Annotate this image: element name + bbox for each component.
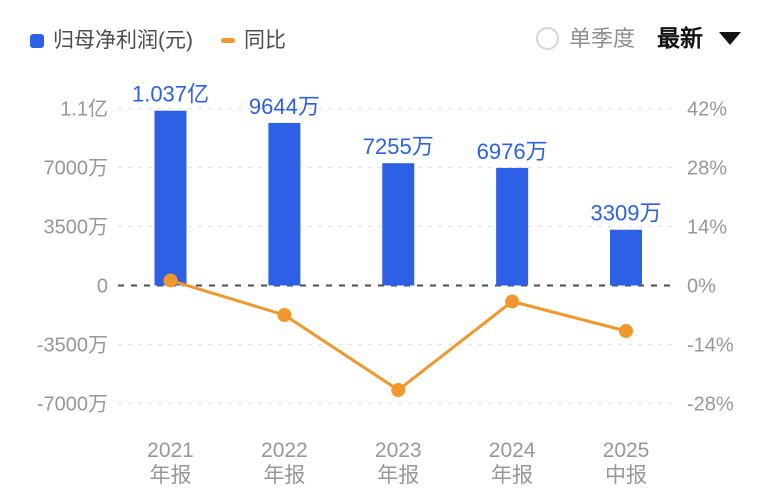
x-axis-label-period: 年报 bbox=[491, 464, 533, 487]
right-axis-tick: -28% bbox=[687, 394, 734, 416]
bar-value-label: 3309万 bbox=[591, 201, 662, 226]
bar-2025-中报[interactable] bbox=[610, 229, 642, 286]
bar-2024-年报[interactable] bbox=[496, 167, 529, 286]
yoy-point-2024[interactable] bbox=[505, 294, 520, 309]
line-series-swatch-icon bbox=[221, 38, 235, 43]
right-axis-tick: 0% bbox=[687, 276, 716, 298]
legend-item-label: 归母净利润(元) bbox=[53, 29, 193, 52]
period-dropdown[interactable]: 最新 bbox=[657, 27, 741, 50]
yoy-point-2025[interactable] bbox=[619, 324, 633, 339]
x-axis-label-year: 2025 bbox=[603, 439, 650, 462]
x-axis-label-year: 2023 bbox=[375, 439, 422, 462]
x-axis-label-period: 中报 bbox=[605, 464, 647, 487]
left-axis-tick: 1.1亿 bbox=[60, 98, 108, 121]
right-axis-tick: 42% bbox=[687, 99, 727, 121]
legend: 归母净利润(元) 同比 bbox=[30, 30, 286, 51]
x-axis-label-period: 年报 bbox=[263, 464, 305, 487]
bar-series-swatch-icon bbox=[30, 33, 44, 48]
bar-value-label: 7255万 bbox=[363, 134, 434, 159]
chart-controls: 单季度 最新 bbox=[535, 25, 741, 51]
left-axis-tick: -3500万 bbox=[37, 335, 108, 357]
caret-down-icon bbox=[719, 32, 741, 45]
bar-value-label: 1.037亿 bbox=[132, 82, 209, 107]
left-axis-tick: 7000万 bbox=[44, 158, 109, 180]
left-axis-tick: 0 bbox=[97, 276, 108, 298]
radio-circle-icon bbox=[535, 27, 559, 50]
x-axis-label-year: 2022 bbox=[261, 439, 308, 462]
x-axis-label-period: 年报 bbox=[150, 464, 192, 487]
x-axis-label-year: 2024 bbox=[489, 439, 536, 462]
right-axis-tick: 14% bbox=[687, 217, 727, 239]
right-axis-tick: 28% bbox=[687, 158, 727, 180]
legend-item-label: 同比 bbox=[244, 29, 286, 52]
period-dropdown-value: 最新 bbox=[657, 25, 703, 51]
yoy-point-2021[interactable] bbox=[163, 273, 178, 288]
bar-value-label: 6976万 bbox=[477, 139, 548, 164]
yoy-line bbox=[169, 278, 628, 392]
right-axis-tick: -14% bbox=[687, 335, 734, 357]
yoy-point-2022[interactable] bbox=[277, 308, 292, 322]
chart-header: 归母净利润(元) 同比 单季度 最新 bbox=[0, 0, 772, 64]
bar-2023-年报[interactable] bbox=[382, 163, 415, 286]
bar-value-label: 9644万 bbox=[249, 94, 320, 119]
yoy-point-2023[interactable] bbox=[391, 383, 406, 398]
single-quarter-radio[interactable]: 单季度 bbox=[535, 25, 635, 51]
x-axis-label-period: 年报 bbox=[377, 464, 419, 487]
legend-item-yoy[interactable]: 同比 bbox=[221, 30, 286, 51]
x-axis-label-year: 2021 bbox=[147, 439, 194, 462]
single-quarter-label: 单季度 bbox=[568, 25, 635, 51]
bar-2022-年报[interactable] bbox=[268, 122, 301, 286]
left-axis-tick: 3500万 bbox=[44, 217, 109, 239]
legend-item-net-profit[interactable]: 归母净利润(元) bbox=[30, 30, 193, 51]
bar-2021-年报[interactable] bbox=[154, 110, 187, 286]
left-axis-tick: -7000万 bbox=[37, 394, 108, 416]
